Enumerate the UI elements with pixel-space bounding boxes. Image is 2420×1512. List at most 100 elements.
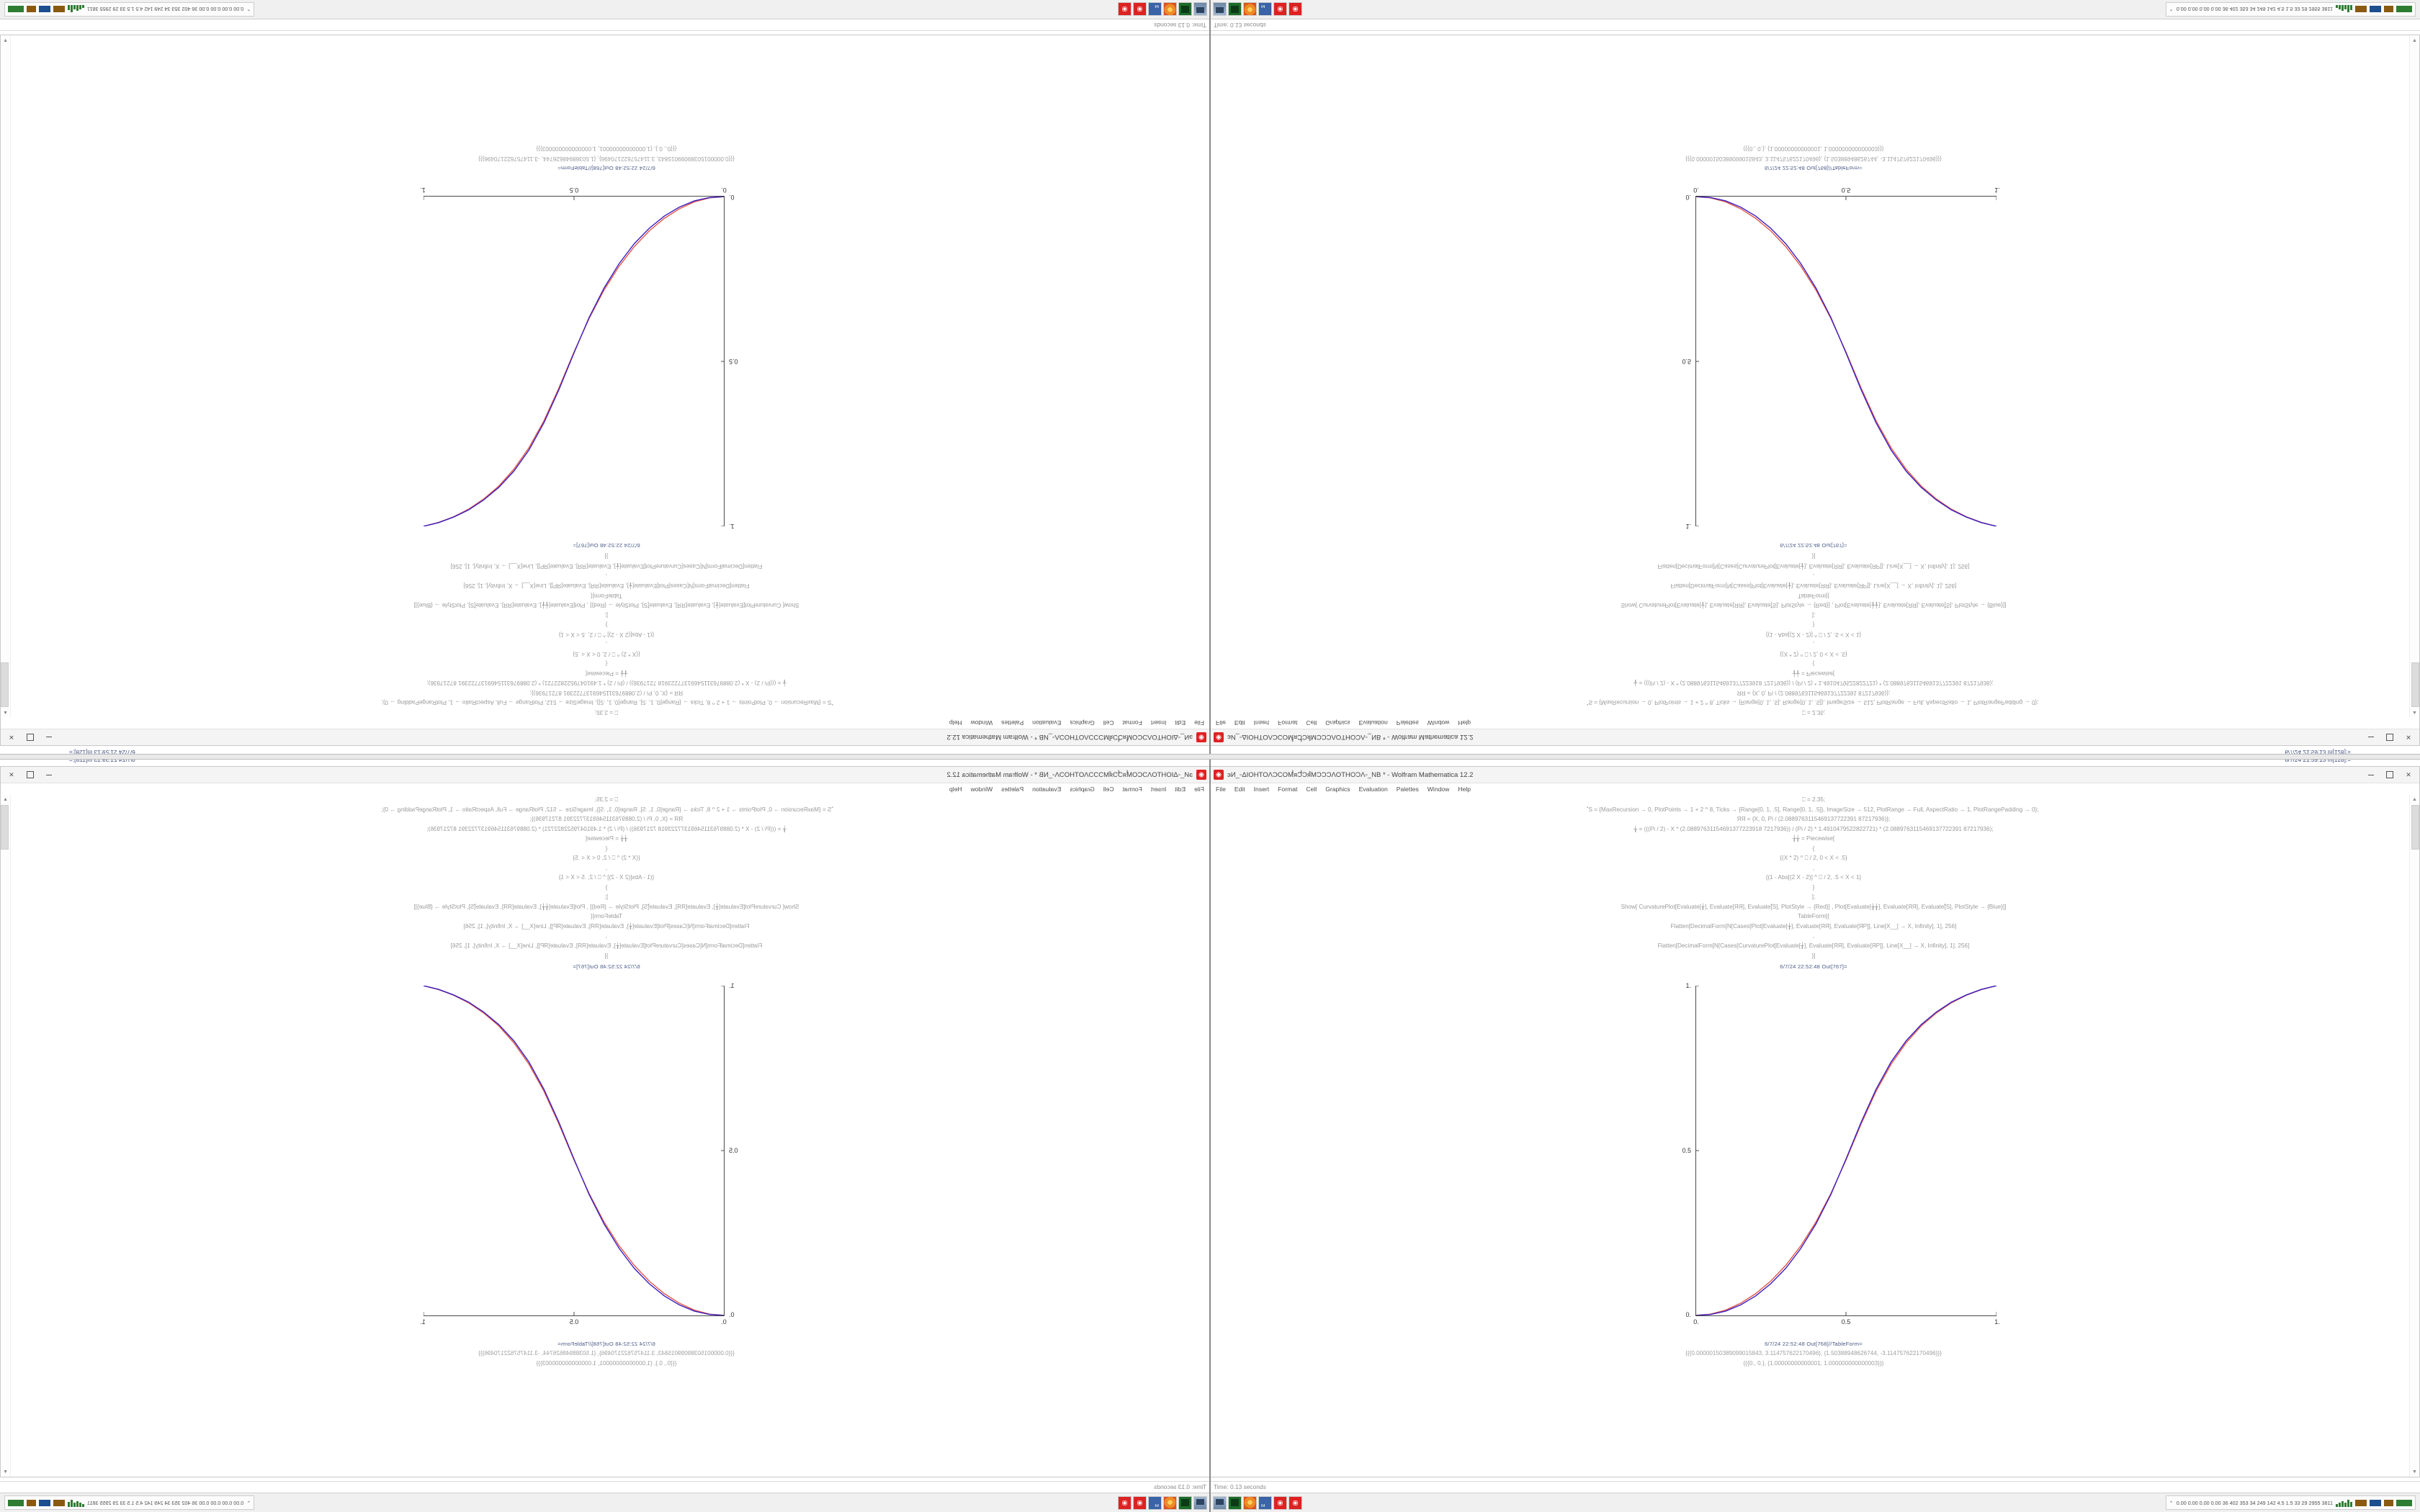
close-button[interactable]: ✕ [9, 770, 14, 778]
curvature-plot[interactable]: 1. 0.5 0. 0. 0.5 1. [1626, 174, 2001, 538]
code-line[interactable]: ⎕ = 2.35; [1801, 796, 1826, 803]
notebook-canvas[interactable]: ⎕ = 2.35; ํS = {MaxRecursion → 0, PlotPo… [1, 795, 1209, 1477]
code-line[interactable]: ЯЯ = {X, 0, Pi / (2.08897631154691377223… [1736, 816, 1891, 823]
close-button[interactable]: ✕ [2406, 734, 2411, 742]
code-line[interactable]: TableForm[{ [591, 592, 622, 599]
menu-file[interactable]: File [1216, 719, 1226, 726]
scrollbar-thumb[interactable] [1, 805, 9, 850]
code-line[interactable]: Show[ CurvaturePlot[Evaluate[╁], Evaluat… [1621, 602, 2007, 609]
quadrant-bottom-left[interactable]: 6/7/24 21:59:13 In[128]:= эИ_◦ΔIOHTOΛƆCO… [0, 756, 1210, 1512]
scroll-down-icon[interactable]: ▼ [2412, 1470, 2417, 1475]
close-button[interactable]: ✕ [2406, 770, 2411, 778]
terminal-icon[interactable] [1228, 1495, 1242, 1510]
window-titlebar[interactable]: эИ_◦ΔIOHTOΛƆCOMํํяƆํํƆяํMƆƆƆΛOTHOƆΛ◦_NB … [1211, 767, 2419, 783]
save-64-icon[interactable] [1148, 1495, 1162, 1510]
terminal-icon[interactable] [1228, 2, 1242, 17]
code-line[interactable]: Flatten[DecimalForm[N[Cases[Plot[Evaluat… [463, 922, 750, 930]
code-line[interactable]: } [605, 621, 608, 629]
taskbar-launchers[interactable] [1210, 2, 1302, 17]
remote-desktop-icon[interactable] [1193, 1495, 1207, 1510]
menu-help[interactable]: Help [1458, 786, 1471, 793]
code-line[interactable]: ํS = {MaxRecursion → 0, PlotPoints → 1 +… [381, 699, 832, 706]
window-titlebar[interactable]: эИ_◦ΔIOHTOΛƆCOMํํяƆํํƆяํMƆƆƆΛOTHOƆΛ◦_NB … [1, 767, 1209, 783]
code-line[interactable]: ⎕ = 2.35; [1801, 709, 1826, 716]
firefox-icon[interactable] [1243, 1495, 1257, 1510]
maximize-button[interactable] [21, 730, 40, 744]
code-line[interactable]: }] [1811, 952, 1816, 959]
maximize-button[interactable] [2380, 768, 2399, 782]
quadrant-top-left[interactable]: 6/7/24 21:59:13 In[128]:= эИ_◦ΔIOHTOΛƆCO… [0, 0, 1210, 756]
menu-window[interactable]: Window [1427, 786, 1450, 793]
menu-palettes[interactable]: Palettes [1396, 719, 1419, 726]
terminal-icon[interactable] [1178, 2, 1192, 17]
code-line[interactable]: } [605, 883, 608, 891]
menu-evaluation[interactable]: Evaluation [1032, 786, 1062, 793]
code-line[interactable]: { [1812, 845, 1815, 852]
menu-palettes[interactable]: Palettes [1001, 719, 1024, 726]
code-line[interactable]: ํS = {MaxRecursion → 0, PlotPoints → 1 +… [1588, 699, 2039, 706]
taskbar[interactable]: ⌃ 0.00 0.00 0.00 0.00 36 402 353 34 249 … [0, 0, 1210, 19]
firefox-icon[interactable] [1163, 1495, 1177, 1510]
code-line[interactable]: ]; [604, 611, 609, 618]
mathematica-icon-1[interactable] [1133, 1495, 1147, 1510]
mathematica-icon-1[interactable] [1273, 2, 1287, 17]
code-line[interactable]: ЯЯ = {X, 0, Pi / (2.08897631154691377223… [529, 689, 684, 696]
menu-insert[interactable]: Insert [1150, 719, 1167, 726]
menu-format[interactable]: Format [1278, 719, 1298, 726]
firefox-icon[interactable] [1163, 2, 1177, 17]
menu-edit[interactable]: Edit [1175, 786, 1186, 793]
code-line[interactable]: ํS = {MaxRecursion → 0, PlotPoints → 1 +… [381, 806, 832, 813]
code-line[interactable]: ╁╁ = Piecewise[ [585, 670, 628, 677]
quadrant-bottom-right[interactable]: 6/7/24 21:59:13 In[128]:= эИ_◦ΔIOHTOΛƆCO… [1210, 756, 2420, 1512]
menubar[interactable]: File Edit Insert Format Cell Graphics Ev… [1211, 716, 2419, 729]
curvature-plot[interactable]: 1. 0.5 0. 0. 0.5 1. [419, 174, 794, 538]
menu-window[interactable]: Window [970, 786, 993, 793]
code-line[interactable]: Flatten[DecimalForm[N[Cases[CurvaturePlo… [1657, 563, 1970, 570]
mathematica-icon-1[interactable] [1133, 2, 1147, 17]
code-line[interactable]: Show[ CurvaturePlot[Evaluate[╁], Evaluat… [1621, 903, 2007, 910]
scroll-down-icon[interactable]: ▼ [3, 37, 8, 42]
notebook-scrollbar[interactable]: ▲ ▼ [2409, 795, 2419, 1477]
code-line[interactable]: } [1812, 883, 1815, 891]
curvature-plot[interactable]: 1. 0.5 0. 0. 0.5 1. [1626, 974, 2001, 1338]
code-line[interactable]: {(X * 2) ^ ⎕ / 2, 0 < X < .5} [573, 650, 640, 657]
menu-format[interactable]: Format [1122, 786, 1142, 793]
code-line[interactable]: Flatten[DecimalForm[N[Cases[Plot[Evaluat… [1670, 922, 1957, 930]
mathematica-icon-2[interactable] [1289, 1495, 1302, 1510]
system-monitor-applet[interactable]: ⌃ 0.00 0.00 0.00 0.00 36 402 353 34 249 … [4, 1495, 255, 1510]
mathematica-icon-2[interactable] [1289, 2, 1302, 17]
tray-caret-icon[interactable]: ⌃ [2169, 1499, 2174, 1506]
save-64-icon[interactable] [1258, 2, 1272, 17]
menu-insert[interactable]: Insert [1150, 786, 1167, 793]
code-line[interactable]: Flatten[DecimalForm[N[Cases[CurvaturePlo… [450, 563, 763, 570]
window-titlebar[interactable]: эИ_◦ΔIOHTOΛƆCOMํํяƆํํƆяํMƆƆƆΛOTHOƆΛ◦_NB … [1211, 729, 2419, 745]
tray-caret-icon[interactable]: ⌃ [2169, 6, 2174, 13]
scroll-down-icon[interactable]: ▼ [2412, 37, 2417, 42]
menubar[interactable]: File Edit Insert Format Cell Graphics Ev… [1, 783, 1209, 796]
menu-cell[interactable]: Cell [1103, 786, 1114, 793]
minimize-button[interactable] [40, 768, 58, 782]
code-line[interactable]: {(1 - Abs[(2 X - 2)] ^ ⎕ / 2, .5 < X < 1… [558, 874, 655, 881]
notebook-scrollbar[interactable]: ▲ ▼ [1, 35, 11, 717]
code-line[interactable]: , [1812, 572, 1815, 580]
save-64-icon[interactable] [1258, 1495, 1272, 1510]
code-line[interactable]: ⎕ = 2.35; [594, 796, 619, 803]
code-line[interactable]: ╁ = (((Pi / 2) - X * (2.0889763115469137… [1634, 825, 1994, 832]
code-line[interactable]: {(X * 2) ^ ⎕ / 2, 0 < X < .5} [1780, 650, 1847, 657]
menu-graphics[interactable]: Graphics [1070, 719, 1095, 726]
code-line[interactable]: } [1812, 621, 1815, 629]
menu-file[interactable]: File [1216, 786, 1226, 793]
code-line[interactable]: , [1812, 932, 1815, 940]
mathematica-icon-2[interactable] [1118, 1495, 1131, 1510]
code-line[interactable]: {(X * 2) ^ ⎕ / 2, 0 < X < .5} [1780, 855, 1847, 862]
code-line[interactable]: {(1 - Abs[(2 X - 2)] ^ ⎕ / 2, .5 < X < 1… [558, 631, 655, 638]
system-monitor-applet[interactable]: ⌃ 0.00 0.00 0.00 0.00 36 402 353 34 249 … [2165, 1495, 2416, 1510]
code-line[interactable]: , [605, 864, 608, 871]
code-line[interactable]: , [605, 572, 608, 580]
code-line[interactable]: ]; [1811, 611, 1816, 618]
mathematica-icon-1[interactable] [1273, 1495, 1287, 1510]
taskbar[interactable]: ⌃ 0.00 0.00 0.00 0.00 36 402 353 34 249 … [0, 1493, 1210, 1512]
menu-palettes[interactable]: Palettes [1396, 786, 1419, 793]
code-line[interactable]: , [1812, 641, 1815, 648]
code-line[interactable]: ЯЯ = {X, 0, Pi / (2.08897631154691377223… [1736, 689, 1891, 696]
